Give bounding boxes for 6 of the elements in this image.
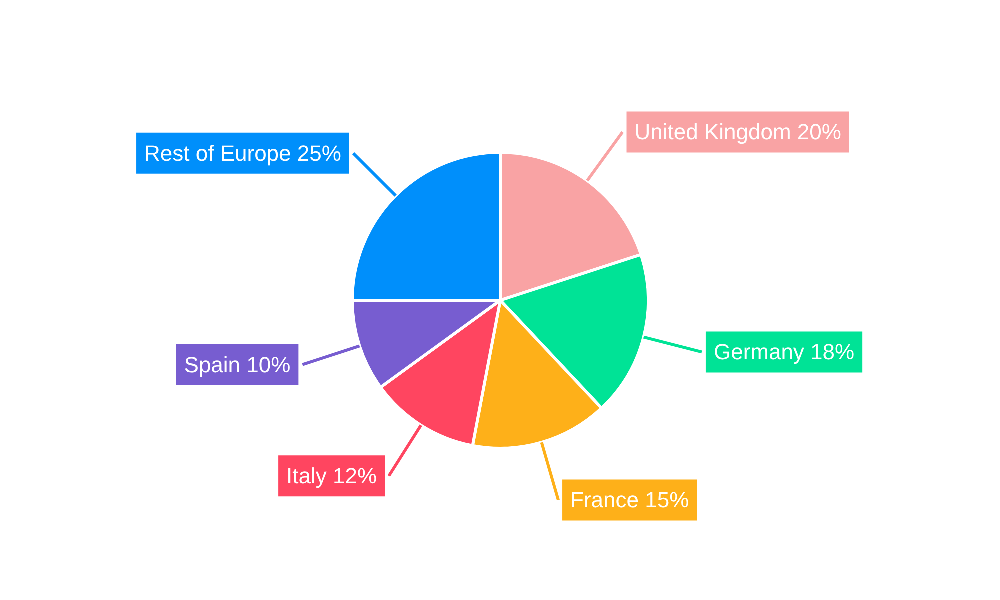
slice-label: United Kingdom 20% — [634, 120, 842, 145]
slice-label: Italy 12% — [286, 464, 378, 489]
slice-label: Germany 18% — [714, 340, 855, 365]
slice-label: France 15% — [570, 488, 690, 513]
slice-label: Spain 10% — [184, 352, 291, 378]
slice-label: Rest of Europe 25% — [144, 140, 342, 166]
